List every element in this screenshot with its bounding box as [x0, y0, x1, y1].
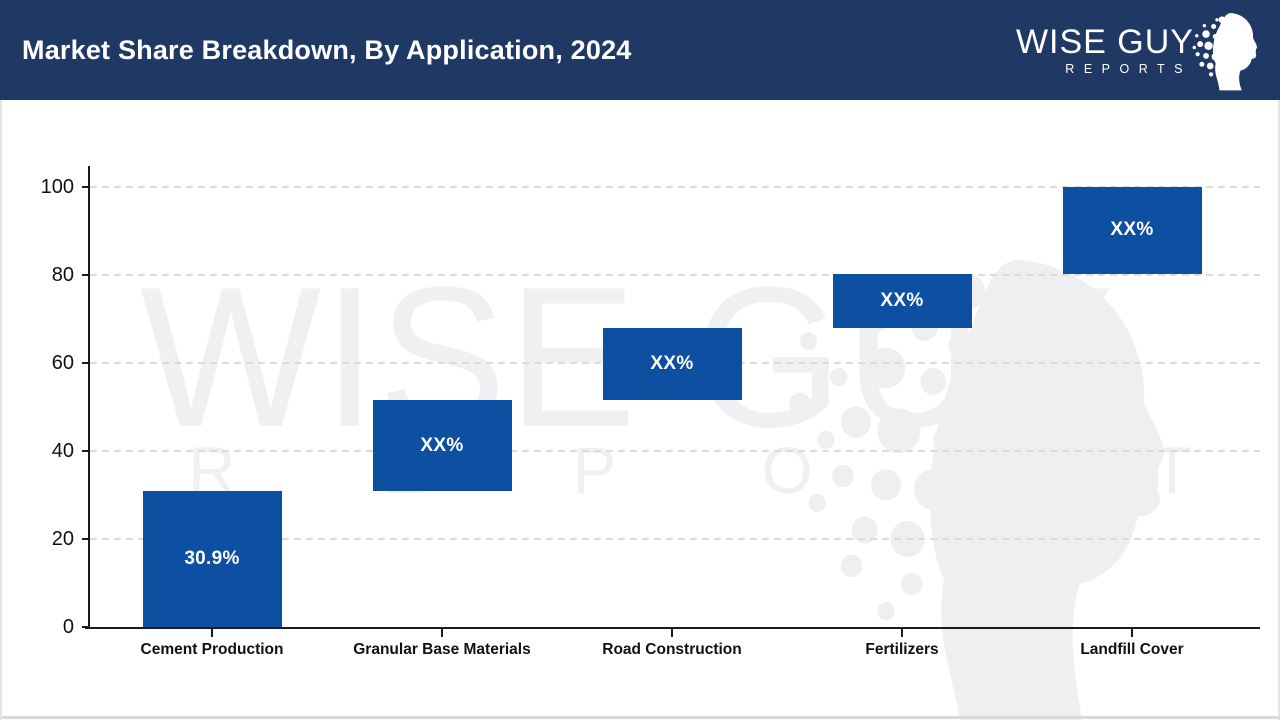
- footer-divider: [2, 716, 1280, 719]
- x-category-label: Road Construction: [602, 641, 742, 658]
- logo-wordmark: WISE GUY: [1015, 22, 1194, 61]
- x-tick: [901, 629, 903, 637]
- x-category-label: Cement Production: [140, 641, 284, 658]
- y-tick-label: 100: [40, 176, 74, 198]
- bar-value-label: XX%: [420, 434, 464, 456]
- gridline-100: [90, 186, 1260, 188]
- x-axis-line: [85, 627, 1260, 629]
- y-tick: [82, 186, 90, 188]
- x-tick: [211, 629, 213, 637]
- x-tick: [671, 629, 673, 637]
- header-bar: Market Share Breakdown, By Application, …: [0, 0, 1280, 100]
- chart-area: WISE GUY R E P O R T S 02040608010030.9%…: [0, 100, 1280, 720]
- bar-value-label: XX%: [650, 353, 694, 375]
- y-tick-label: 0: [62, 616, 74, 638]
- x-category-label: Landfill Cover: [1080, 641, 1184, 658]
- bar-segment: XX%: [1062, 187, 1202, 274]
- bar-segment: 30.9%: [142, 491, 282, 627]
- y-tick: [82, 362, 90, 364]
- x-category-label: Fertilizers: [865, 641, 939, 658]
- bar-segment: XX%: [832, 273, 972, 328]
- y-tick: [82, 450, 90, 452]
- x-tick: [441, 629, 443, 637]
- y-tick-label: 80: [51, 264, 74, 286]
- x-tick: [1131, 629, 1133, 637]
- x-category-label: Granular Base Materials: [353, 641, 531, 658]
- y-tick: [82, 274, 90, 276]
- logo-subtitle: REPORTS: [1065, 61, 1192, 76]
- bar-value-label: XX%: [1110, 219, 1154, 241]
- y-axis-line: [88, 166, 90, 629]
- y-tick-label: 40: [51, 440, 74, 462]
- dotted-head-icon: [1192, 13, 1257, 91]
- bar-segment: XX%: [372, 400, 512, 492]
- bar-value-label: 30.9%: [184, 548, 240, 569]
- page-title: Market Share Breakdown, By Application, …: [22, 34, 632, 65]
- y-tick: [82, 538, 90, 540]
- gridline-40: [90, 450, 1260, 452]
- y-tick-label: 60: [51, 352, 74, 374]
- bar-segment: XX%: [602, 327, 742, 401]
- gridline-20: [90, 538, 1260, 540]
- bar-value-label: XX%: [880, 289, 924, 311]
- gridline-80: [90, 274, 1260, 276]
- logo-text: WISE GUY REPORTS: [1016, 25, 1194, 76]
- wise-guy-logo: WISE GUY REPORTS: [1016, 8, 1264, 92]
- y-tick-label: 20: [51, 528, 74, 550]
